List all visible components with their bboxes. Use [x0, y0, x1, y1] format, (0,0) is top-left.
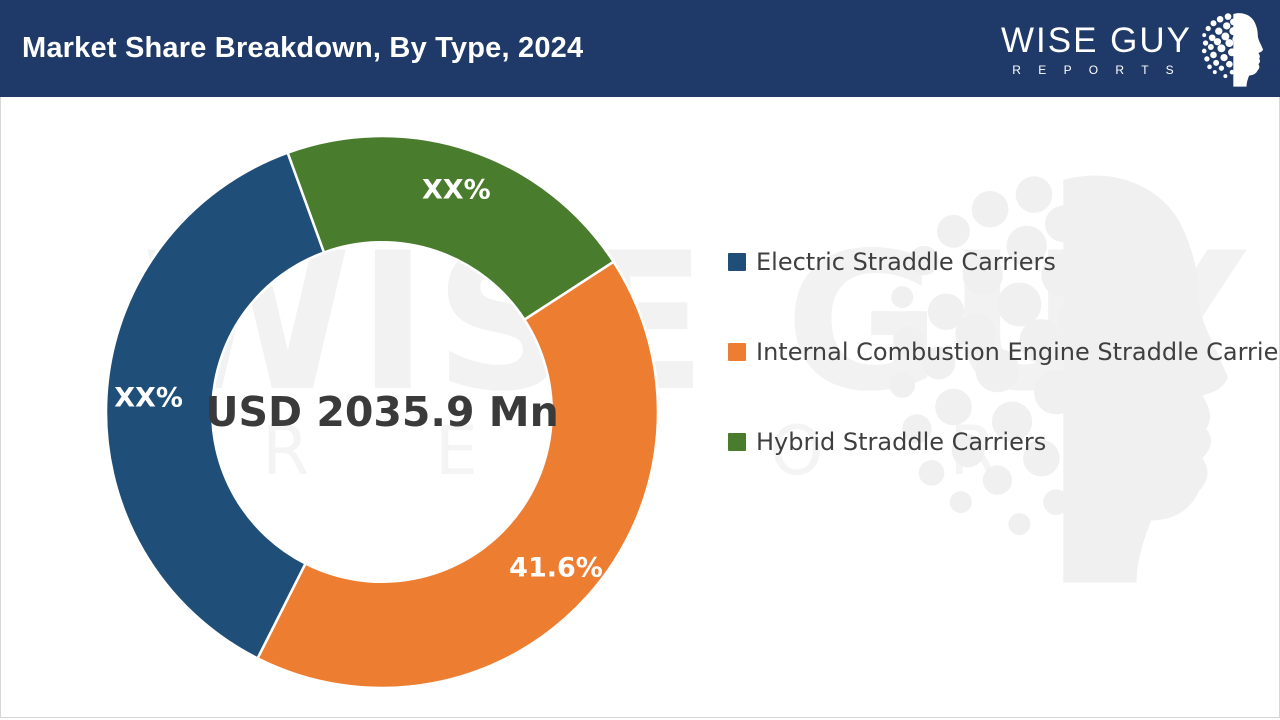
logo-text: WISE GUY R E P O R T S — [1000, 20, 1192, 77]
legend-item-hybrid: Hybrid Straddle Carriers — [728, 425, 1280, 459]
wise-guy-logo: WISE GUY R E P O R T S — [1001, 8, 1266, 90]
header-bar: Market Share Breakdown, By Type, 2024 WI… — [0, 0, 1280, 97]
slice-label: XX% — [114, 383, 183, 414]
legend-swatch-ice — [728, 343, 746, 361]
slice-label: XX% — [422, 175, 491, 206]
donut-slice-2 — [286, 134, 615, 321]
legend-label: Hybrid Straddle Carriers — [756, 428, 1047, 456]
page-title: Market Share Breakdown, By Type, 2024 — [22, 32, 584, 64]
donut-chart: XX% 41.6% XX% USD 2035.9 Mn — [102, 132, 662, 692]
donut-slice-1 — [256, 260, 660, 690]
logo-head-icon — [1198, 10, 1266, 88]
slice-label: 41.6% — [509, 553, 603, 584]
logo-reports-text: R E P O R T S — [1012, 62, 1181, 77]
legend-swatch-electric — [728, 253, 746, 271]
legend-label: Electric Straddle Carriers — [756, 248, 1056, 276]
legend-item-electric: Electric Straddle Carriers — [728, 245, 1280, 279]
legend-item-ice: Internal Combustion Engine Straddle Carr… — [728, 335, 1280, 369]
logo-wiseguy-text: WISE GUY — [1000, 20, 1192, 60]
chart-legend: Electric Straddle Carriers Internal Comb… — [728, 245, 1280, 515]
legend-swatch-hybrid — [728, 433, 746, 451]
donut-slice-0 — [104, 151, 326, 660]
legend-label: Internal Combustion Engine Straddle Carr… — [756, 338, 1280, 366]
donut-center-value: USD 2035.9 Mn — [205, 388, 559, 436]
